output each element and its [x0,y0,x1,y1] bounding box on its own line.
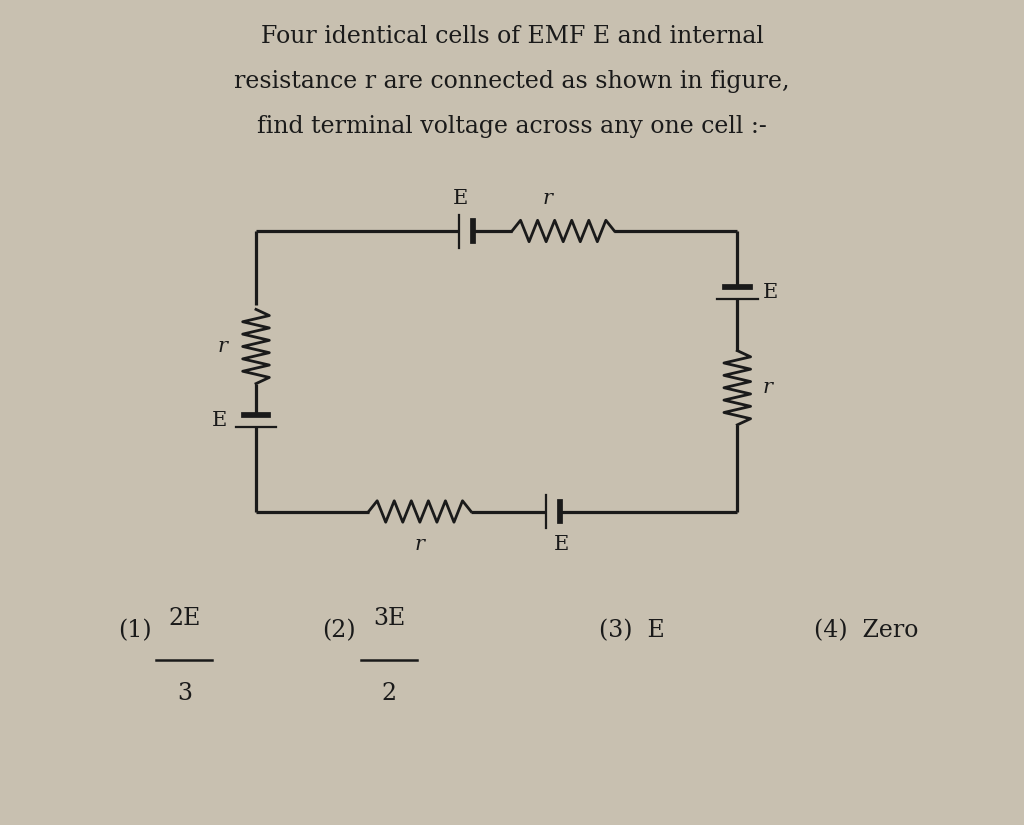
Text: Four identical cells of EMF E and internal: Four identical cells of EMF E and intern… [260,25,764,48]
Text: find terminal voltage across any one cell :-: find terminal voltage across any one cel… [257,116,767,139]
Text: 2E: 2E [168,607,201,630]
Text: E: E [212,411,227,431]
Text: E: E [554,535,568,554]
Text: r: r [763,378,773,398]
Text: E: E [763,283,778,303]
Text: (3)  E: (3) E [599,620,665,643]
Text: 3: 3 [177,681,191,705]
Text: r: r [217,337,227,356]
Text: (4)  Zero: (4) Zero [814,620,919,643]
Text: 2: 2 [382,681,396,705]
Text: r: r [415,535,425,554]
Text: (1): (1) [118,620,152,643]
Text: E: E [454,189,468,208]
Text: r: r [543,189,553,208]
Text: resistance r are connected as shown in figure,: resistance r are connected as shown in f… [234,70,790,93]
Text: 3E: 3E [373,607,406,630]
Text: (2): (2) [323,620,356,643]
